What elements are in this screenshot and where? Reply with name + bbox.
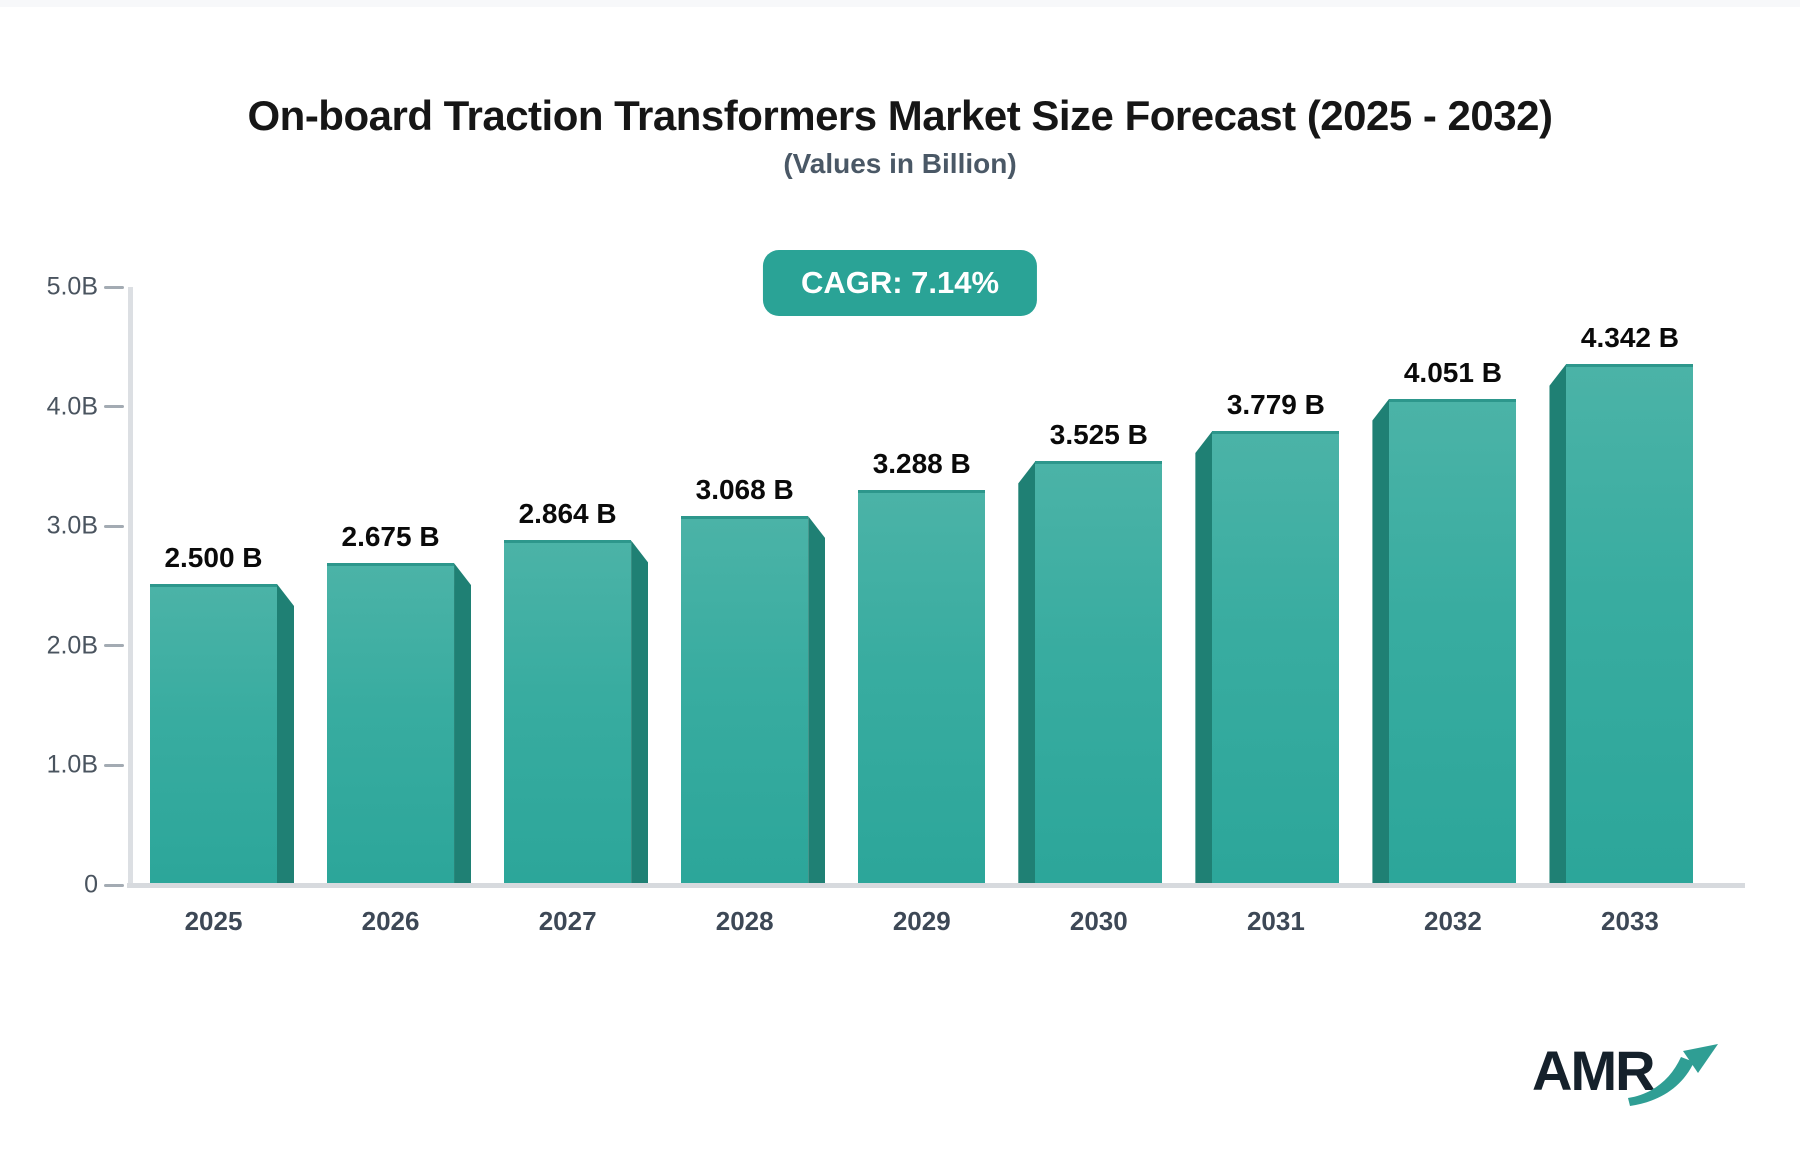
y-tick-dash <box>104 405 124 409</box>
bar-side-3d <box>1195 431 1213 883</box>
y-tick-dash <box>104 644 124 648</box>
x-axis-line <box>127 883 1745 888</box>
bar-side-3d <box>1372 398 1390 883</box>
x-tick-label: 2025 <box>184 906 243 936</box>
bar-face <box>504 540 632 883</box>
bar-value-label: 2.675 B <box>341 521 440 553</box>
y-axis-line <box>128 287 133 888</box>
bar-face <box>681 516 809 883</box>
chart-subtitle: (Values in Billion) <box>783 148 1017 179</box>
bar-value-label: 3.288 B <box>872 447 971 479</box>
y-tick-label: 0 <box>84 870 98 899</box>
bar-value-label: 3.779 B <box>1226 389 1325 421</box>
chart-title: On-board Traction Transformers Market Si… <box>247 92 1553 139</box>
bar-face <box>1212 431 1340 883</box>
bar-face <box>150 584 277 883</box>
bar-face <box>327 563 455 883</box>
bar-face <box>1035 461 1163 883</box>
x-tick-label: 2031 <box>1246 906 1305 936</box>
bar-face <box>1389 398 1517 883</box>
growth-arrow-icon <box>1628 1044 1718 1106</box>
bar-side-3d <box>1018 461 1036 883</box>
x-tick-label: 2030 <box>1069 906 1128 936</box>
bar-side-3d <box>277 584 294 883</box>
bar-face <box>858 489 986 883</box>
y-tick-dash <box>104 285 124 289</box>
bar-side-3d <box>808 516 826 883</box>
y-tick-label: 3.0B <box>46 511 98 540</box>
x-tick-label: 2027 <box>538 906 597 936</box>
y-tick-label: 2.0B <box>46 631 98 660</box>
y-tick-label: 5.0B <box>46 272 98 301</box>
bar-value-label: 3.068 B <box>695 474 794 506</box>
x-tick-label: 2029 <box>892 906 951 936</box>
amr-logo: AMR <box>1532 1038 1722 1122</box>
top-strip <box>0 0 1800 7</box>
y-tick-dash <box>104 524 124 528</box>
x-tick-label: 2026 <box>361 906 420 936</box>
cagr-badge: CAGR: 7.14% <box>762 250 1038 316</box>
y-tick-label: 4.0B <box>46 392 98 421</box>
x-tick-label: 2032 <box>1423 906 1482 936</box>
y-tick-dash <box>104 763 124 767</box>
bar-side-3d <box>454 563 472 883</box>
y-tick-dash <box>104 883 124 887</box>
x-tick-label: 2028 <box>715 906 774 936</box>
bar-value-label: 4.342 B <box>1580 321 1679 353</box>
bar-face <box>1566 363 1694 883</box>
amr-logo-text: AMR <box>1532 1039 1656 1102</box>
bar-value-label: 4.051 B <box>1403 356 1502 388</box>
bar-value-label: 2.500 B <box>164 542 263 573</box>
bar-value-label: 3.525 B <box>1049 419 1148 451</box>
x-tick-label: 2033 <box>1601 906 1659 936</box>
y-tick-label: 1.0B <box>46 750 98 779</box>
bar-side-3d <box>631 540 649 883</box>
bar-side-3d <box>1549 363 1567 883</box>
bar-value-label: 2.864 B <box>518 498 617 530</box>
